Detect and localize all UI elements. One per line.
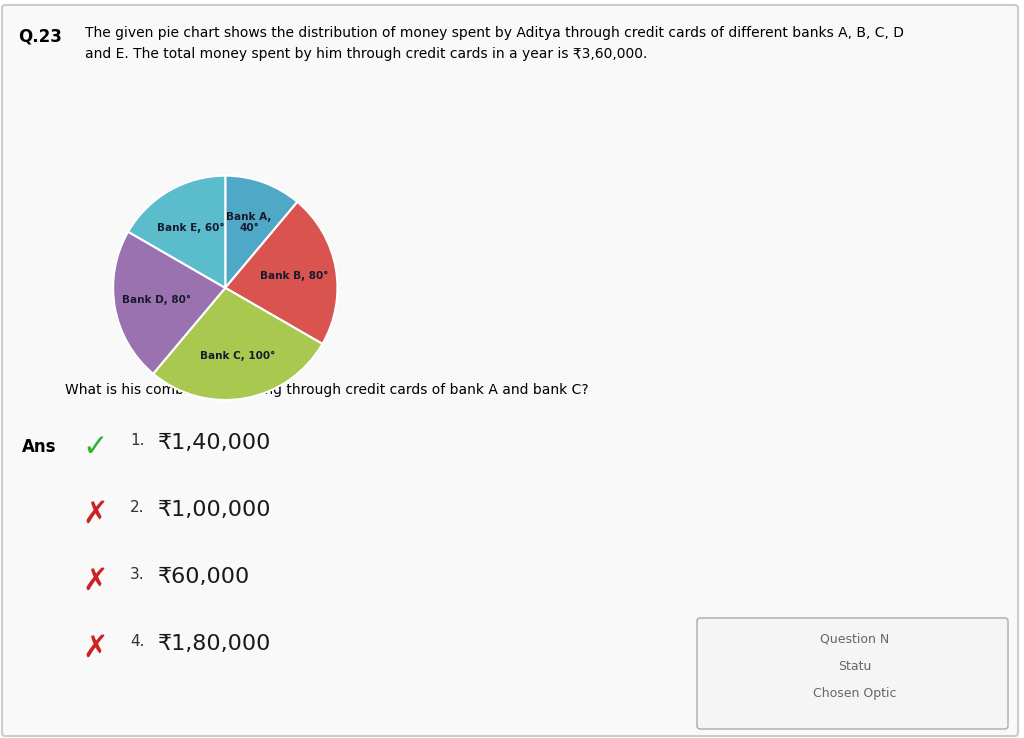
Wedge shape — [113, 232, 225, 373]
Text: ₹1,00,000: ₹1,00,000 — [158, 500, 271, 520]
FancyBboxPatch shape — [697, 618, 1008, 729]
Text: The given pie chart shows the distribution of money spent by Aditya through cred: The given pie chart shows the distributi… — [85, 26, 904, 61]
Text: ✓: ✓ — [82, 433, 108, 462]
Text: ₹60,000: ₹60,000 — [158, 567, 250, 587]
Text: 2.: 2. — [130, 500, 144, 515]
Text: Q.23: Q.23 — [18, 28, 61, 46]
Text: Bank E, 60°: Bank E, 60° — [157, 223, 224, 232]
Text: ✗: ✗ — [82, 567, 108, 596]
Text: Bank A,
40°: Bank A, 40° — [226, 212, 271, 233]
Text: Ans: Ans — [22, 438, 56, 456]
Text: ✗: ✗ — [82, 634, 108, 663]
Text: Question N: Question N — [820, 633, 890, 646]
Text: ₹1,80,000: ₹1,80,000 — [158, 634, 271, 654]
Text: Statu: Statu — [839, 660, 871, 673]
Text: Bank D, 80°: Bank D, 80° — [122, 295, 191, 305]
Wedge shape — [225, 202, 338, 344]
Text: ✗: ✗ — [82, 500, 108, 529]
Wedge shape — [128, 176, 225, 288]
Text: ₹1,40,000: ₹1,40,000 — [158, 433, 271, 453]
Text: 4.: 4. — [130, 634, 144, 649]
Wedge shape — [225, 176, 297, 288]
Text: 3.: 3. — [130, 567, 144, 582]
Text: Bank B, 80°: Bank B, 80° — [260, 271, 328, 280]
FancyBboxPatch shape — [2, 5, 1018, 736]
Text: 1.: 1. — [130, 433, 144, 448]
Text: Bank C, 100°: Bank C, 100° — [200, 351, 275, 362]
Text: What is his combined spending through credit cards of bank A and bank C?: What is his combined spending through cr… — [65, 383, 589, 397]
Wedge shape — [154, 288, 323, 400]
Text: Chosen Optic: Chosen Optic — [813, 687, 897, 700]
